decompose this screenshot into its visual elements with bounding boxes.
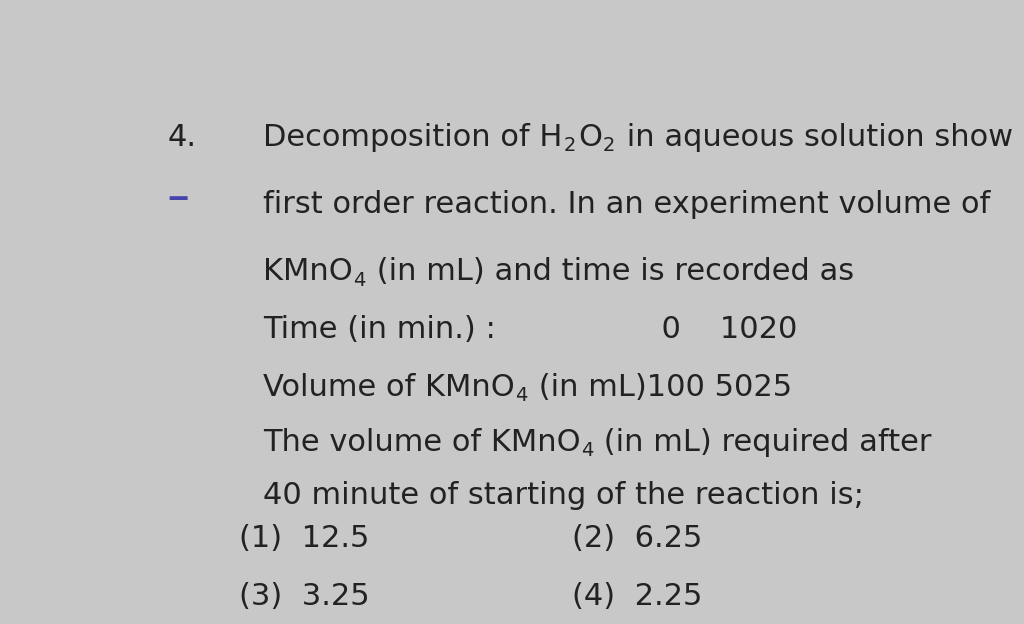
Text: 4: 4: [353, 271, 366, 290]
Text: 4.: 4.: [168, 123, 197, 152]
Text: 2: 2: [603, 137, 615, 155]
Text: (1)  12.5: (1) 12.5: [240, 524, 370, 553]
Text: 4: 4: [582, 442, 594, 461]
Text: ‒: ‒: [168, 183, 189, 212]
Text: in aqueous solution show: in aqueous solution show: [616, 123, 1013, 152]
Text: (in mL)100 5025: (in mL)100 5025: [528, 373, 792, 402]
Text: (4)  2.25: (4) 2.25: [572, 582, 702, 611]
Text: KMnO: KMnO: [263, 258, 352, 286]
Text: Time (in min.) :                 0    1020: Time (in min.) : 0 1020: [263, 315, 798, 344]
Text: (in mL) and time is recorded as: (in mL) and time is recorded as: [368, 258, 855, 286]
Text: (2)  6.25: (2) 6.25: [572, 524, 702, 553]
Text: (3)  3.25: (3) 3.25: [240, 582, 370, 611]
Text: 2: 2: [564, 137, 577, 155]
Text: (in mL) required after: (in mL) required after: [595, 428, 932, 457]
Text: Volume of KMnO: Volume of KMnO: [263, 373, 515, 402]
Text: 4: 4: [515, 386, 527, 405]
Text: O: O: [578, 123, 602, 152]
Text: first order reaction. In an experiment volume of: first order reaction. In an experiment v…: [263, 190, 990, 219]
Text: 40 minute of starting of the reaction is;: 40 minute of starting of the reaction is…: [263, 481, 864, 510]
Text: Decomposition of H: Decomposition of H: [263, 123, 562, 152]
Text: The volume of KMnO: The volume of KMnO: [263, 428, 581, 457]
